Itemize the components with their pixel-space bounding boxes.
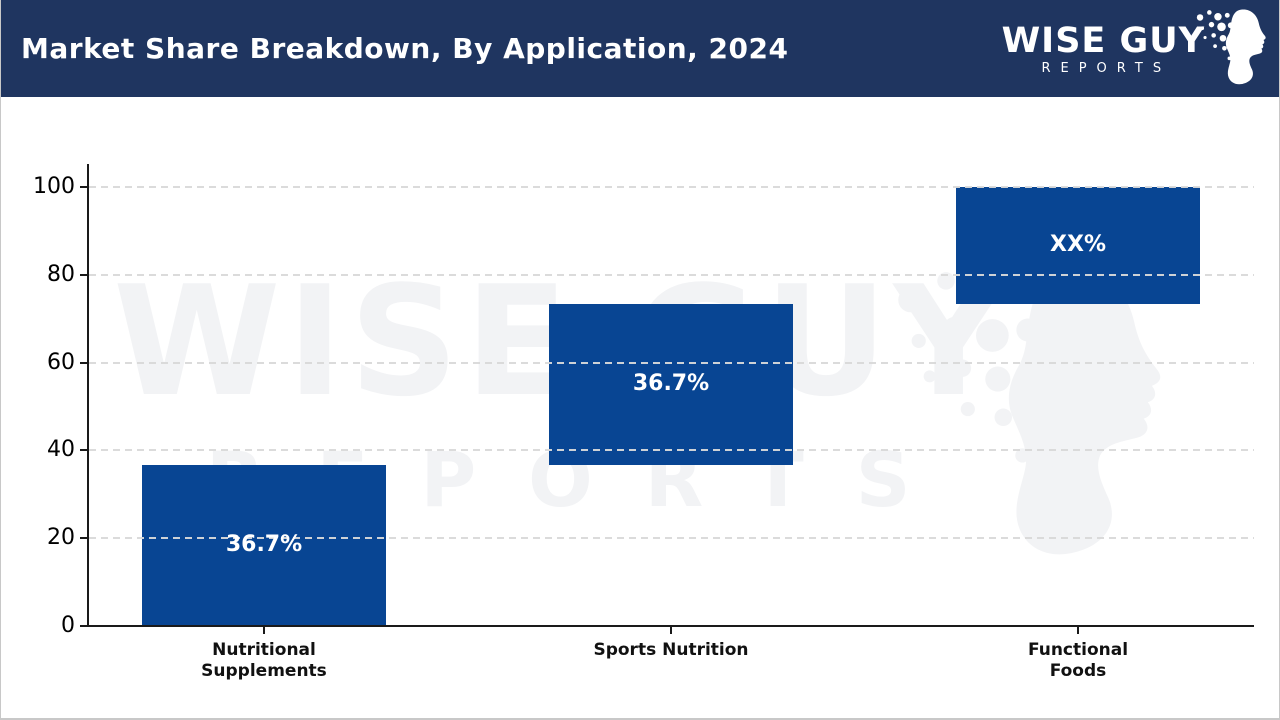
y-axis-tick (80, 361, 88, 364)
gridline (89, 449, 1254, 452)
gridline (89, 186, 1254, 188)
bar (142, 464, 386, 626)
x-category-label: Sports Nutrition (593, 640, 749, 660)
y-tick-label: 60 (47, 349, 75, 375)
bar-value-label: 36.7% (632, 371, 710, 397)
logo-wiseguy-text: WISE GUY (1001, 20, 1205, 61)
y-tick-label: 20 (47, 525, 75, 551)
y-axis-tick (80, 449, 88, 452)
y-axis-tick (80, 537, 88, 540)
x-axis-tick (670, 626, 672, 634)
y-tick-label: 40 (47, 437, 75, 463)
page-title: Market Share Breakdown, By Application, … (21, 32, 789, 65)
y-axis-tick (80, 186, 88, 188)
bar (549, 303, 793, 465)
y-axis-spine (87, 164, 89, 627)
y-tick-label: 80 (47, 261, 75, 287)
bar-value-label: 36.7% (225, 532, 303, 558)
x-category-label: Nutritional Supplements (201, 640, 327, 681)
bar-value-label: XX% (1050, 232, 1106, 258)
logo-reports-text: REPORTS (1041, 60, 1172, 76)
gridline (89, 361, 1254, 364)
x-axis-tick (1077, 626, 1079, 634)
header: Market Share Breakdown, By Application, … (1, 0, 1279, 97)
y-axis-tick (80, 625, 88, 627)
logo-wordmark: WISE GUY REPORTS (1002, 22, 1205, 77)
wiseguy-logo: WISE GUY REPORTS (1002, 4, 1273, 94)
gridline (89, 273, 1254, 276)
x-category-label: Functional Foods (1027, 640, 1129, 681)
wiseguy-face-icon (1193, 6, 1273, 92)
y-tick-label: 100 (33, 174, 75, 199)
x-axis-tick (263, 626, 265, 634)
gridline (89, 537, 1254, 540)
y-axis-tick (80, 273, 88, 276)
y-tick-label: 0 (61, 613, 75, 638)
